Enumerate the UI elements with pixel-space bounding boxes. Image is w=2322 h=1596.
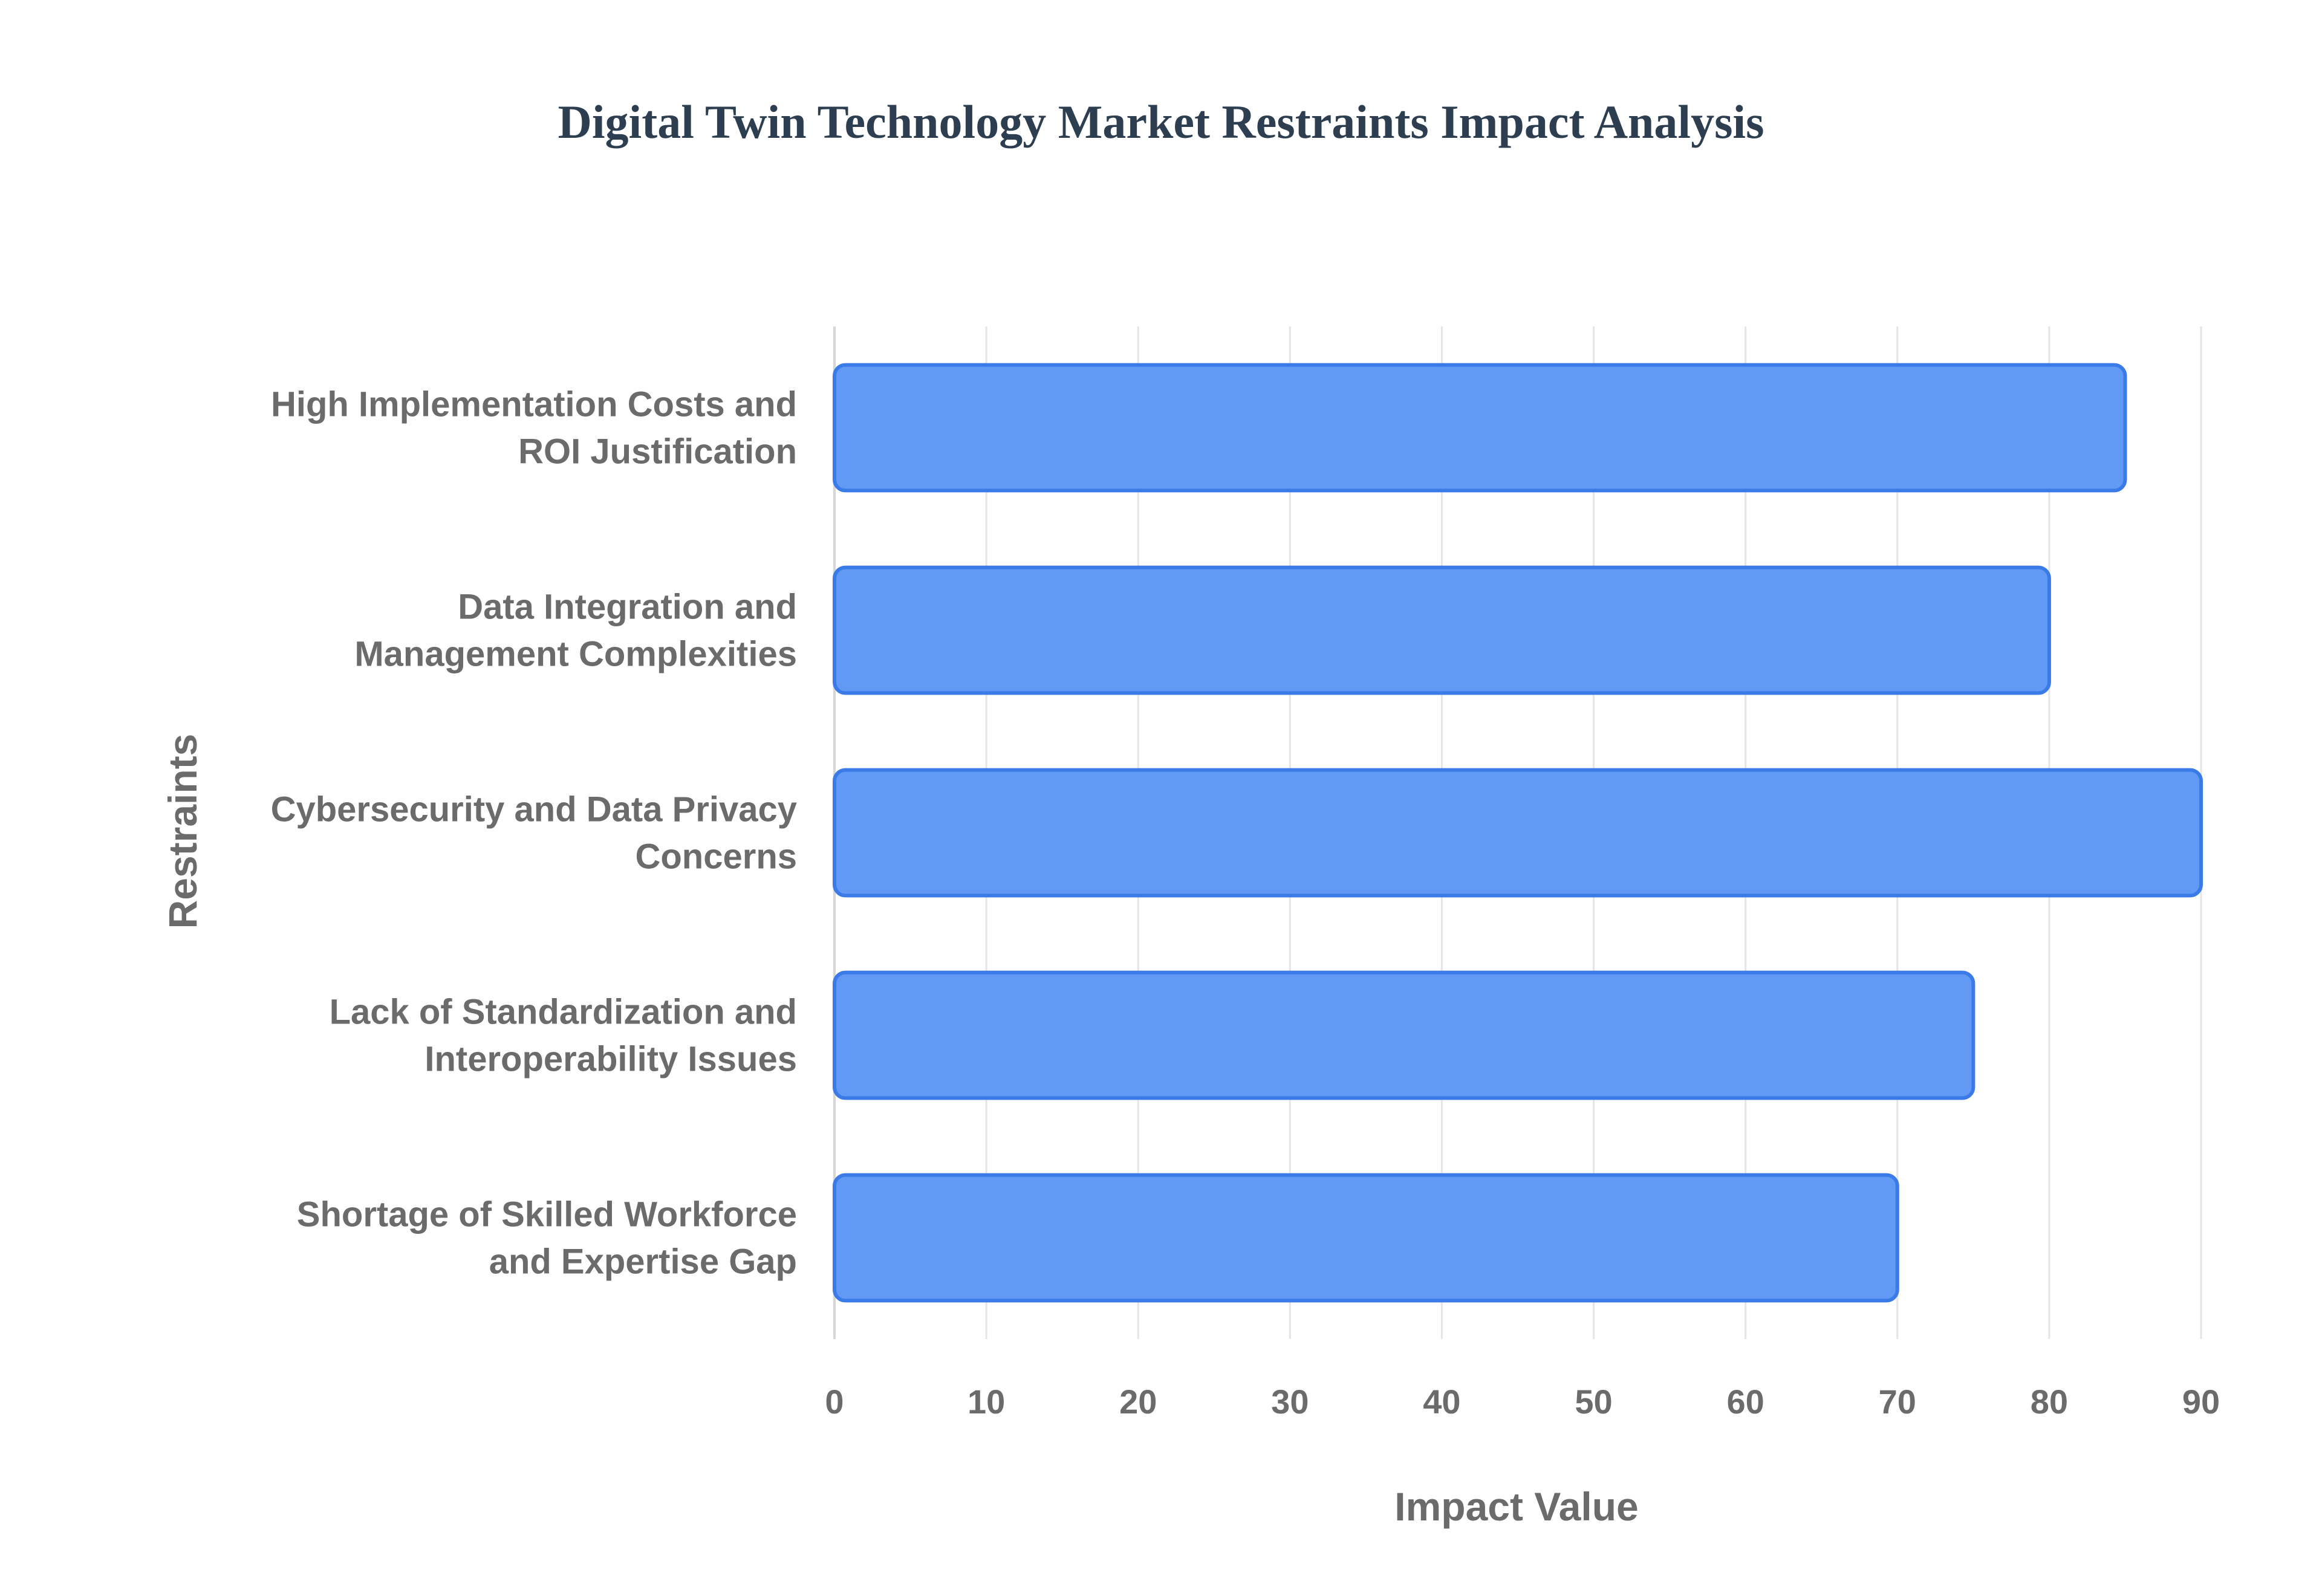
bar[interactable] xyxy=(833,970,1976,1100)
x-tick-label: 80 xyxy=(2031,1383,2068,1421)
bar[interactable] xyxy=(833,565,2051,695)
x-tick-label: 30 xyxy=(1271,1383,1309,1421)
y-axis-title: Restraints xyxy=(160,734,205,929)
x-tick-label: 70 xyxy=(1879,1383,1916,1421)
y-category-label: and Expertise Gap xyxy=(489,1242,797,1282)
bar[interactable] xyxy=(833,768,2203,898)
y-category-label: ROI Justification xyxy=(518,432,797,472)
y-category-label: Interoperability Issues xyxy=(424,1040,797,1079)
y-category-label: Data Integration and xyxy=(458,588,797,627)
x-tick-label: 90 xyxy=(2182,1383,2220,1421)
x-tick-label: 10 xyxy=(968,1383,1005,1421)
y-category-label: Concerns xyxy=(635,837,797,877)
x-tick-labels: 0 10 20 30 40 50 60 70 80 90 xyxy=(825,1383,2220,1421)
x-tick-label: 20 xyxy=(1119,1383,1157,1421)
y-category-label: Shortage of Skilled Workforce xyxy=(297,1195,797,1234)
y-category-labels: High Implementation Costs and ROI Justifi… xyxy=(271,385,797,1282)
x-tick-label: 50 xyxy=(1575,1383,1612,1421)
bar-layer xyxy=(833,363,2203,1303)
y-category-label: Management Complexities xyxy=(354,635,797,674)
x-tick-label: 40 xyxy=(1423,1383,1460,1421)
bar[interactable] xyxy=(833,1173,1899,1303)
x-tick-label: 0 xyxy=(825,1383,844,1421)
y-category-label: Cybersecurity and Data Privacy xyxy=(271,790,797,829)
bar[interactable] xyxy=(833,363,2127,493)
x-tick-label: 60 xyxy=(1727,1383,1764,1421)
x-axis-title: Impact Value xyxy=(1394,1484,1639,1529)
y-category-label: High Implementation Costs and xyxy=(271,385,797,424)
chart-title: Digital Twin Technology Market Restraint… xyxy=(558,96,1764,148)
y-category-label: Lack of Standardization and xyxy=(330,993,797,1032)
